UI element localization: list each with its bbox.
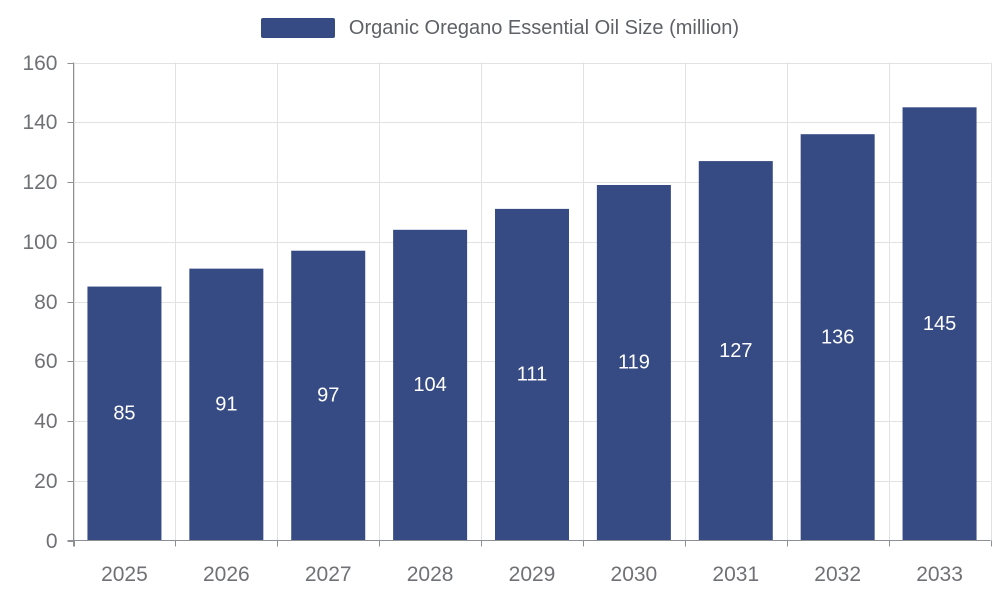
y-axis-label: 80 <box>34 291 57 314</box>
x-axis-label: 2025 <box>101 563 148 586</box>
y-axis-label: 40 <box>34 410 57 433</box>
bar-value-label: 91 <box>215 394 237 416</box>
y-axis-label: 60 <box>34 350 57 373</box>
bar[interactable] <box>291 250 366 541</box>
bar[interactable] <box>189 268 264 541</box>
x-axis-label: 2030 <box>611 563 658 586</box>
y-axis-label: 140 <box>22 111 57 134</box>
bar-value-label: 119 <box>618 352 650 374</box>
x-axis-label: 2031 <box>712 563 759 586</box>
y-axis-label: 0 <box>46 530 58 553</box>
legend-swatch <box>260 18 335 38</box>
bar[interactable] <box>698 161 773 541</box>
bar[interactable] <box>596 184 671 541</box>
x-axis-label: 2029 <box>509 563 556 586</box>
y-axis-label: 100 <box>22 231 57 254</box>
bar-value-label: 111 <box>517 364 547 386</box>
bar[interactable] <box>393 229 468 541</box>
legend-item[interactable]: Organic Oregano Essential Oil Size (mill… <box>0 16 1000 40</box>
y-axis-label: 20 <box>34 470 57 493</box>
bar[interactable] <box>87 286 162 541</box>
bar-value-label: 104 <box>413 374 446 396</box>
x-axis-label: 2026 <box>203 563 250 586</box>
x-axis-label: 2033 <box>916 563 963 586</box>
bar-value-label: 127 <box>719 340 752 362</box>
bar-value-label: 85 <box>113 403 135 425</box>
bar-value-label: 136 <box>821 326 854 348</box>
bar[interactable] <box>495 208 569 541</box>
y-axis-label: 160 <box>22 52 57 75</box>
bar[interactable] <box>800 134 875 541</box>
x-axis-label: 2032 <box>814 563 861 586</box>
bar-value-label: 97 <box>317 385 339 407</box>
y-axis-label: 120 <box>22 171 57 194</box>
x-axis-label: 2028 <box>407 563 454 586</box>
legend-label: Organic Oregano Essential Oil Size (mill… <box>348 17 740 39</box>
bar-value-label: 145 <box>923 313 956 335</box>
bar[interactable] <box>902 107 977 541</box>
x-axis-label: 2027 <box>305 563 352 586</box>
